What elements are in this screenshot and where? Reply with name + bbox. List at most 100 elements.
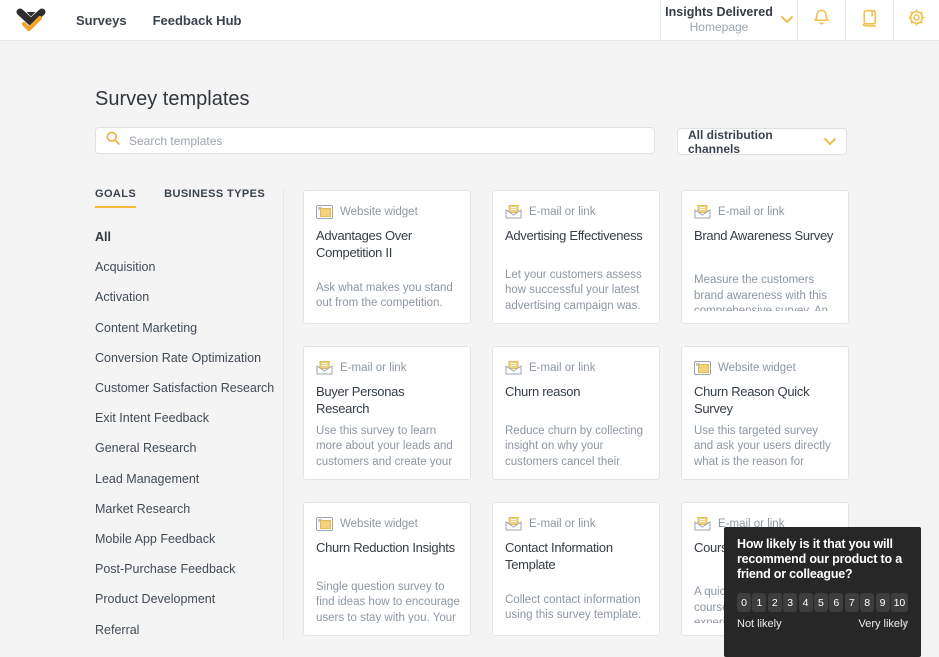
selected-channel-label: All distribution channels — [688, 127, 773, 156]
chevron-down-icon — [780, 11, 793, 29]
sidebar-tabs: GOALS BUSINESS TYPES — [95, 188, 265, 208]
template-title: Churn reason — [505, 384, 581, 399]
goal-item-all[interactable]: All — [95, 230, 111, 245]
template-title: Buyer Personas Research — [316, 384, 405, 416]
template-card[interactable]: Website widget Churn Reason Quick Survey… — [681, 346, 849, 480]
goal-item-post-purchase-feedback[interactable]: Post-Purchase Feedback — [95, 562, 236, 577]
template-title: Advantages Over Competition II — [316, 228, 412, 260]
goal-item-mobile-app-feedback[interactable]: Mobile App Feedback — [95, 531, 216, 546]
goal-item-general-research[interactable]: General Research — [95, 441, 197, 456]
template-card[interactable]: E-mail or link Churn reason Reduce churn… — [492, 346, 660, 480]
goal-item-exit-intent-feedback[interactable]: Exit Intent Feedback — [95, 411, 209, 426]
workspace-switcher[interactable]: Insights Delivered Homepage — [660, 0, 797, 40]
template-title: Churn Reason Quick Survey — [694, 384, 810, 416]
template-description: Ask what makes you stand out from the co… — [316, 281, 453, 310]
template-card[interactable]: E-mail or link Brand Awareness Survey Me… — [681, 190, 849, 324]
top-navbar: Surveys Feedback Hub Insights Delivered … — [0, 0, 939, 41]
search-icon — [105, 130, 121, 151]
nps-score-button[interactable]: 5 — [813, 593, 828, 613]
goal-item-referral[interactable]: Referral — [95, 622, 140, 637]
notifications-button[interactable] — [797, 0, 845, 40]
channel-label: E-mail or link — [340, 362, 407, 374]
channel-label: E-mail or link — [529, 362, 596, 374]
channel-label: E-mail or link — [529, 206, 596, 218]
close-icon[interactable]: × — [900, 616, 908, 630]
nav-surveys[interactable]: Surveys — [76, 12, 127, 28]
settings-button[interactable] — [893, 0, 939, 40]
search-input[interactable] — [129, 133, 645, 148]
workspace-context: Homepage — [689, 20, 749, 35]
template-description: Use this targeted survey and ask your us… — [694, 424, 831, 467]
template-description: Single question survey to find ideas how… — [316, 580, 460, 623]
nps-max-label: Very likely — [858, 618, 908, 631]
email-icon — [694, 517, 711, 531]
goals-list: All Acquisition Activation Content Marke… — [95, 222, 280, 645]
template-card[interactable]: Website widget Advantages Over Competiti… — [303, 190, 471, 324]
email-icon — [505, 517, 522, 531]
nps-score-button[interactable]: 2 — [767, 593, 782, 613]
primary-nav: Surveys Feedback Hub — [76, 0, 241, 40]
nps-score-button[interactable]: 9 — [875, 593, 890, 613]
template-description: Measure the customers brand awareness wi… — [694, 274, 828, 311]
goal-item-content-marketing[interactable]: Content Marketing — [95, 320, 198, 335]
template-card[interactable]: Website widget Churn Reduction Insights … — [303, 502, 471, 636]
nps-score-row: 0 1 2 3 4 5 6 7 8 9 10 — [737, 593, 908, 613]
nps-min-label: Not likely — [737, 618, 782, 631]
template-card[interactable]: E-mail or link Advertising Effectiveness… — [492, 190, 660, 324]
goal-item-customer-satisfaction-research[interactable]: Customer Satisfaction Research — [95, 381, 275, 396]
template-title: Brand Awareness Survey — [694, 228, 834, 243]
nps-score-button[interactable]: 1 — [752, 593, 767, 613]
goal-item-lead-management[interactable]: Lead Management — [95, 471, 200, 486]
page-title: Survey templates — [95, 88, 250, 110]
survicate-logo-icon — [14, 3, 48, 38]
channel-label: Website widget — [340, 206, 418, 218]
nav-feedback-hub[interactable]: Feedback Hub — [152, 12, 242, 28]
channel-label: E-mail or link — [718, 206, 785, 218]
template-description: Reduce churn by collecting insight on wh… — [505, 424, 644, 467]
template-description: Use this survey to learn more about your… — [316, 424, 453, 467]
book-icon — [859, 7, 880, 33]
template-card[interactable]: E-mail or link Buyer Personas Research U… — [303, 346, 471, 480]
channel-label: Website widget — [718, 362, 796, 374]
channel-label: Website widget — [340, 518, 418, 530]
navbar-right: Insights Delivered Homepage — [660, 0, 939, 40]
nps-score-button[interactable]: 6 — [829, 593, 844, 613]
nps-score-button[interactable]: 4 — [798, 593, 813, 613]
sidebar-divider — [283, 190, 284, 641]
goal-item-acquisition[interactable]: Acquisition — [95, 260, 156, 275]
template-card[interactable]: E-mail or link Contact Information Templ… — [492, 502, 660, 636]
nps-score-button[interactable]: 7 — [844, 593, 859, 613]
email-icon — [694, 205, 711, 219]
tab-business-types[interactable]: BUSINESS TYPES — [164, 188, 266, 200]
goal-item-product-development[interactable]: Product Development — [95, 592, 216, 607]
nps-score-button[interactable]: 0 — [737, 593, 751, 613]
template-title: Churn Reduction Insights — [316, 540, 455, 555]
email-icon — [505, 205, 522, 219]
email-icon — [505, 361, 522, 375]
website-widget-icon — [694, 361, 711, 375]
email-icon — [316, 361, 333, 375]
template-title: Contact Information Template — [505, 540, 613, 572]
goal-item-market-research[interactable]: Market Research — [95, 501, 191, 516]
website-widget-icon — [316, 517, 333, 531]
goal-item-activation[interactable]: Activation — [95, 290, 150, 305]
nps-score-button[interactable]: 3 — [783, 593, 798, 613]
chevron-down-icon — [824, 135, 836, 149]
nps-question: How likely is it that you will recommend… — [737, 537, 902, 581]
distribution-channels-select[interactable]: All distribution channels — [677, 127, 847, 156]
template-description: Collect contact information using this s… — [505, 593, 642, 622]
resources-button[interactable] — [845, 0, 893, 40]
gear-icon — [906, 7, 927, 33]
template-description: Let your customers assess how successful… — [505, 268, 642, 311]
search-container — [95, 127, 655, 154]
template-title: Advertising Effectiveness — [505, 228, 643, 243]
app-logo[interactable] — [0, 0, 62, 40]
nps-score-button[interactable]: 8 — [860, 593, 875, 613]
workspace-name: Insights Delivered — [665, 5, 773, 20]
nps-score-button[interactable]: 10 — [890, 593, 908, 613]
bell-icon — [811, 7, 832, 33]
goal-item-conversion-rate-optimization[interactable]: Conversion Rate Optimization — [95, 350, 262, 365]
nps-survey-widget: How likely is it that you will recommend… — [724, 527, 921, 657]
tab-goals[interactable]: GOALS — [95, 188, 137, 208]
channel-label: E-mail or link — [529, 518, 596, 530]
